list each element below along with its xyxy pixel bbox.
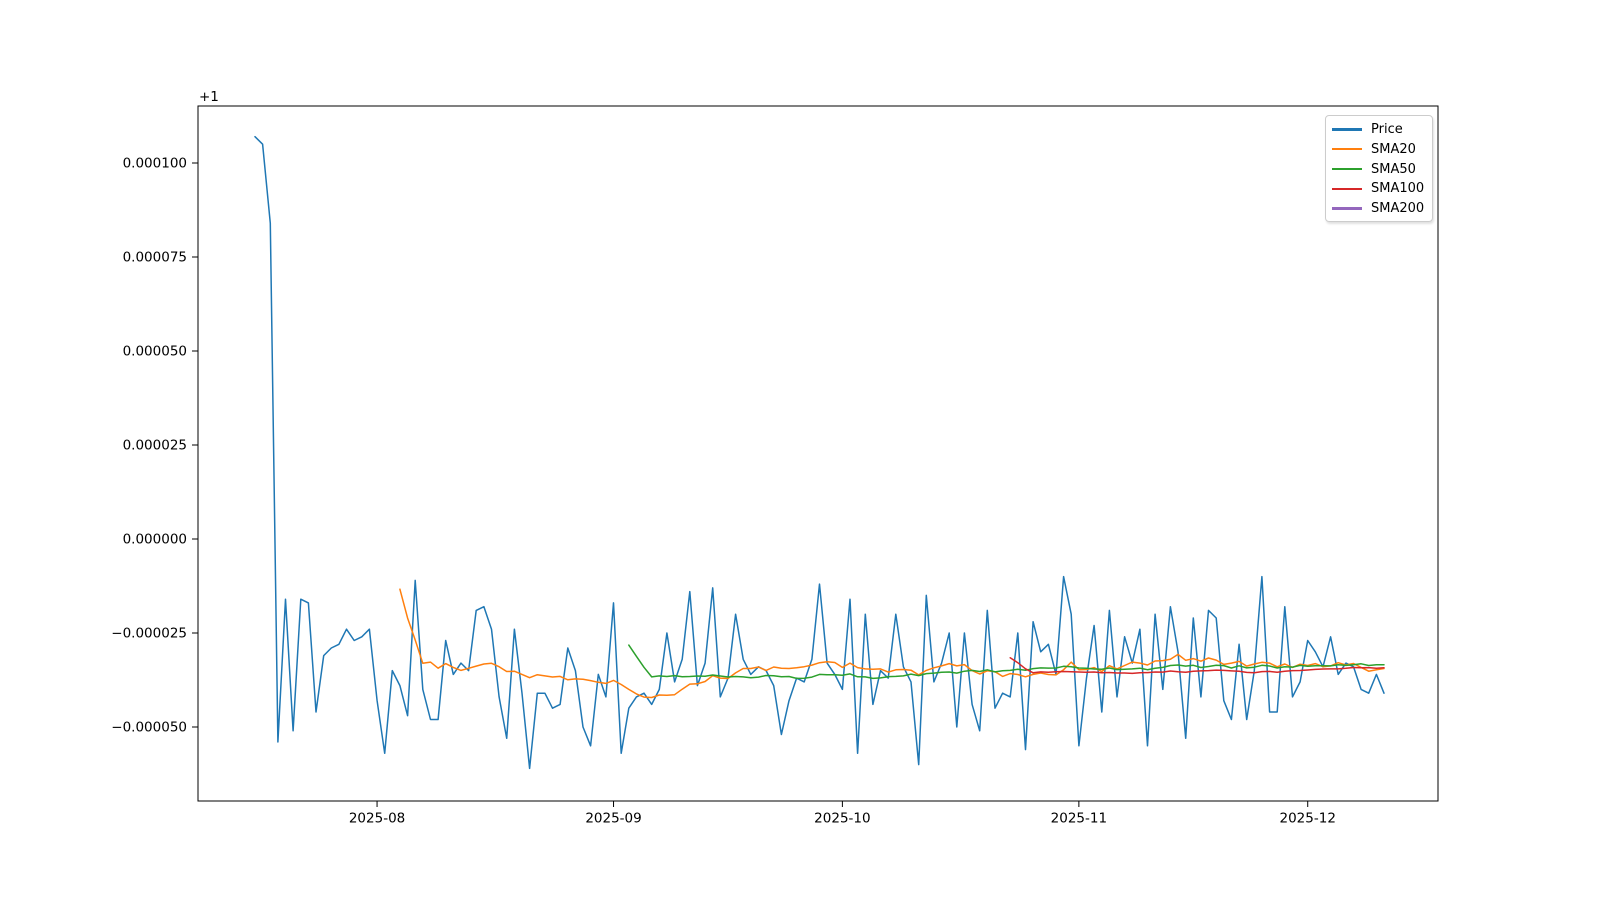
legend-line-swatch xyxy=(1332,187,1362,190)
x-tick-label: 2025-10 xyxy=(814,811,870,827)
legend-item-sma100: SMA100 xyxy=(1332,179,1427,198)
x-tick-label: 2025-12 xyxy=(1280,811,1336,827)
legend-line-swatch xyxy=(1332,167,1362,171)
sma20-line xyxy=(399,588,1385,699)
x-tick-label: 2025-08 xyxy=(349,811,405,827)
legend-label: Price xyxy=(1371,122,1403,137)
series-layer xyxy=(254,135,1385,770)
y-axis-offset-label: +1 xyxy=(199,89,219,105)
y-tick-label: 0.000100 xyxy=(123,156,187,172)
legend-line-swatch xyxy=(1332,207,1362,210)
y-tick-label: −0.000050 xyxy=(111,720,187,736)
x-tick-label: 2025-11 xyxy=(1051,811,1107,827)
price-line xyxy=(254,135,1385,770)
y-tick-label: 0.000050 xyxy=(123,344,187,360)
legend-item-sma20: SMA20 xyxy=(1332,140,1427,159)
ticks-layer: 2025-08 2025-09 2025-10 2025-11 2025-12 0.000… xyxy=(111,156,1336,827)
legend-item-price: Price xyxy=(1332,120,1427,139)
y-tick-label: 0.000025 xyxy=(123,438,187,454)
y-tick-label: 0.000000 xyxy=(123,532,187,548)
legend-line-swatch xyxy=(1332,148,1362,151)
legend-label: SMA100 xyxy=(1371,181,1425,197)
legend: Price SMA20 SMA50 SMA100 SMA200 xyxy=(1325,115,1433,222)
legend-label: SMA200 xyxy=(1371,201,1425,216)
sma100-line xyxy=(1009,657,1385,675)
legend-label: SMA50 xyxy=(1371,161,1416,177)
legend-line-swatch xyxy=(1332,128,1362,131)
sma50-line xyxy=(628,644,1385,680)
legend-label: SMA20 xyxy=(1371,141,1416,157)
x-tick-label: 2025-09 xyxy=(585,811,641,827)
y-tick-label: 0.000075 xyxy=(123,250,187,266)
y-tick-label: −0.000025 xyxy=(111,626,187,642)
axes-frame xyxy=(197,105,1439,802)
legend-item-sma50: SMA50 xyxy=(1332,160,1427,179)
legend-item-sma200: SMA200 xyxy=(1332,199,1427,218)
